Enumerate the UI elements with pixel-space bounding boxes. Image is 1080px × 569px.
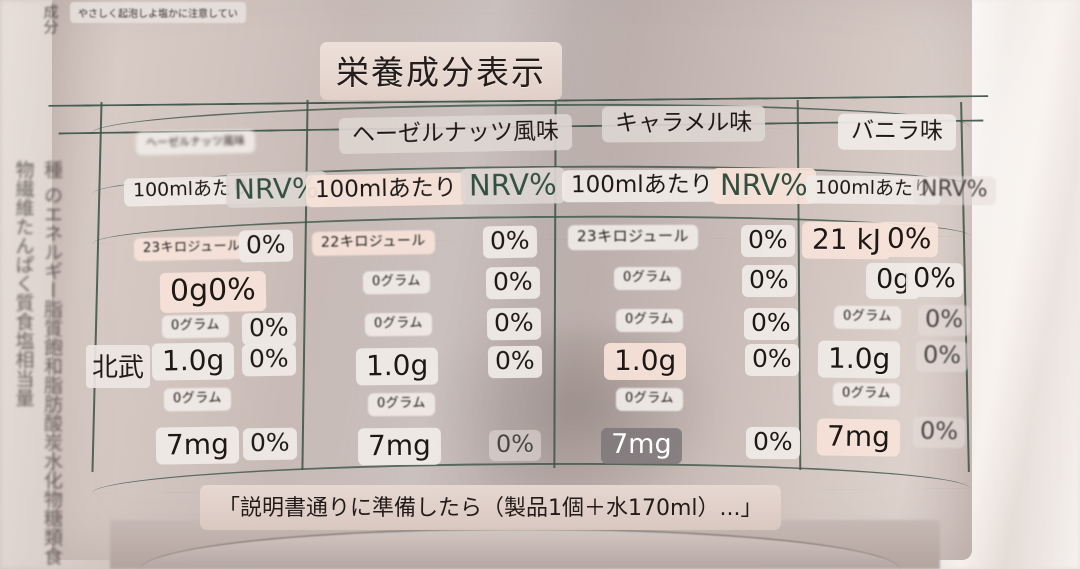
cell-pct-c4-r3: 0% [917, 304, 971, 337]
grid-vline-0 [91, 102, 103, 472]
cell-pct-c4-r2: 0% [905, 262, 963, 298]
corner-note-text: やさしく起泡しよ塩かに注意してい [70, 2, 246, 23]
cell-pct-c1-r6: 0% [242, 427, 297, 461]
cell-pct-c2-r3: 0% [486, 307, 541, 341]
cell-value-c3-r4: 1.0g [603, 342, 687, 381]
cell-value-c2-r4: 1.0g [355, 347, 439, 386]
side-overlay-label: 北武 [86, 345, 151, 388]
cell-pct-c3-r4: 0% [744, 343, 799, 377]
cell-pct-c4-r1: 0% [879, 221, 939, 258]
cell-pct-c2-r6: 0% [488, 429, 542, 462]
cell-value-c2-r1: 22キロジュール [311, 230, 436, 256]
row-label-column: 種 のエネルギー脂質飽和脂肪酸炭水化物糖類食物繊維たんぱく質食塩相当量 [12, 160, 64, 566]
cell-value-c4-r1: 21 kJ [801, 221, 892, 260]
unit-header-3: 100mlあたり [561, 169, 722, 203]
cell-value-c4-r5: 0グラム [832, 382, 901, 407]
grid-vline-1 [301, 100, 309, 470]
cell-pct-c4-r4: 0% [915, 340, 969, 373]
preparation-note: 「説明書通りに準備したら（製品1個＋水170ml）...」 [200, 485, 781, 530]
column-header-flavour-4: バニラ味 [837, 113, 957, 151]
cell-value-c1-r3: 0グラム [161, 314, 230, 339]
cell-value-c4-r6: 7mg [816, 418, 901, 457]
nrv-header-2: NRV% [460, 167, 565, 206]
column-header-flavour-1: ヘーゼルナッツ風味 [135, 129, 256, 155]
unit-header-2: 100mlあたり [305, 172, 466, 208]
grid-vline-3 [796, 99, 802, 471]
cell-pct-c1-r4: 0% [241, 343, 296, 377]
cell-pct-c3-r2: 0% [741, 264, 796, 298]
page-title: 栄養成分表示 [320, 42, 562, 100]
cell-value-c1-r2-merged: 0g0% [159, 271, 267, 313]
cell-value-c1-r2-text: 0g [169, 273, 209, 309]
cell-pct-c3-r1: 0% [740, 224, 795, 258]
cell-pct-c1-r1: 0% [238, 229, 294, 263]
cell-value-c2-r5: 0グラム [367, 392, 435, 416]
cell-pct-c2-r2: 0% [485, 266, 540, 300]
cell-value-c4-r4: 1.0g [817, 340, 901, 379]
column-header-flavour-2: ヘーゼルナッツ風味 [338, 113, 573, 155]
corner-kanji-text: 成分 [41, 4, 60, 34]
cell-pct-c1-r2-text: 0% [207, 272, 257, 309]
nrv-header-4: NRV% [912, 175, 996, 206]
cell-value-c1-r5: 0グラム [163, 387, 232, 412]
grid-vline-2 [553, 97, 557, 469]
column-header-flavour-3: キャラメル味 [601, 105, 766, 143]
cell-value-c2-r6: 7mg [357, 427, 442, 466]
cell-value-c3-r6: 7mg [600, 427, 682, 465]
cell-value-c2-r3: 0グラム [364, 312, 433, 337]
cell-pct-c2-r4: 0% [487, 345, 542, 379]
cell-value-c1-r6: 7mg [155, 426, 240, 465]
cell-pct-c3-r6: 0% [745, 426, 800, 460]
cell-value-c2-r2: 0グラム [362, 270, 431, 295]
cell-pct-c3-r3: 0% [744, 308, 798, 341]
cell-pct-c1-r3: 0% [241, 312, 296, 346]
cell-value-c4-r3: 0グラム [833, 305, 902, 329]
cell-value-c3-r3: 0グラム [616, 309, 683, 332]
cell-pct-c4-r6: 0% [912, 416, 966, 449]
nrv-header-3: NRV% [712, 168, 816, 205]
cell-value-c3-r5: 0グラム [615, 387, 683, 411]
cell-value-c3-r2: 0グラム [613, 266, 681, 290]
cell-value-c3-r1: 23キロジュール [567, 224, 699, 250]
cell-pct-c2-r1: 0% [482, 225, 537, 259]
cell-value-c1-r1: 23キロジュール [133, 235, 250, 261]
cell-value-c1-r4: 1.0g [151, 342, 235, 382]
